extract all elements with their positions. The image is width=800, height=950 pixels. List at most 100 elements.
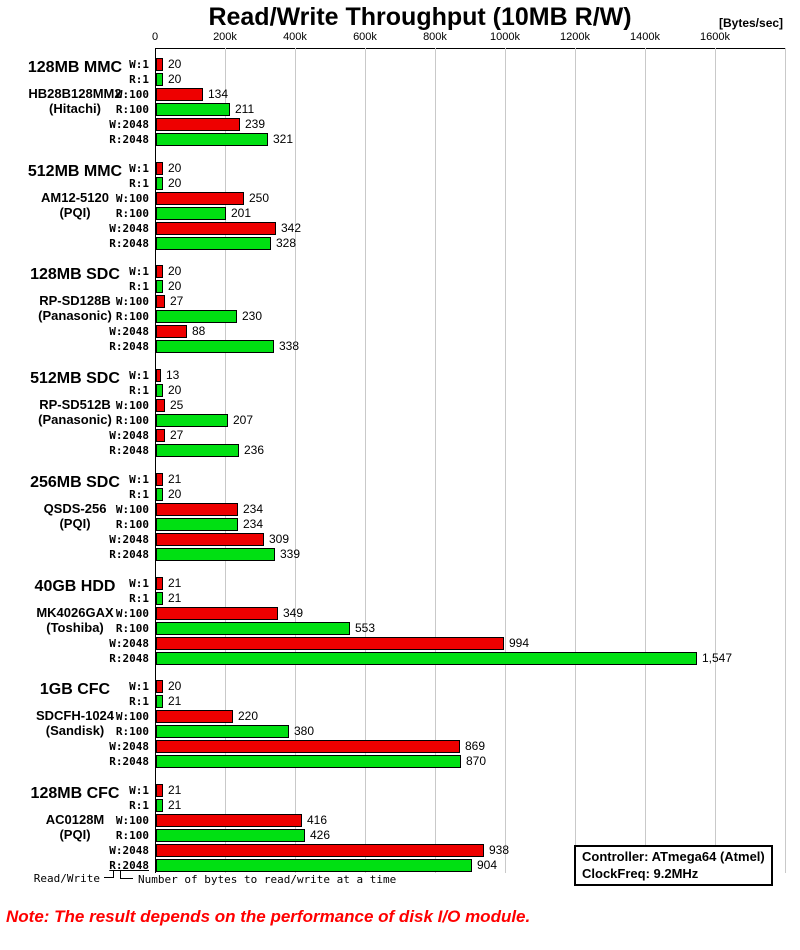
- bar-row-label: R:2048: [109, 133, 149, 146]
- bar-value-label: 870: [466, 754, 487, 769]
- bar-group: W:1 21 R:1 21 W:100 349 R:100 553 W:2048 994 R:204…: [109, 576, 786, 666]
- group-capacity-type: 128MB MMC: [27, 59, 123, 76]
- bar-row: W:100 349: [116, 605, 786, 621]
- bar-row: W:1 21: [129, 783, 786, 798]
- bar-row-label: W:100: [115, 295, 149, 309]
- read-bar: [156, 591, 163, 605]
- bar-row: R:100 230: [116, 309, 786, 324]
- gridline: [505, 48, 506, 873]
- group-label: 1GB CFC SDCFH-1024 (Sandisk): [1, 681, 149, 738]
- bar-value-label: 230: [242, 309, 263, 324]
- read-bar: [156, 73, 163, 86]
- bar-row: W:100 416: [116, 812, 786, 828]
- read-bar: [156, 236, 271, 250]
- bar-value-label: 349: [283, 605, 304, 620]
- bar-row-label: R:1: [129, 695, 149, 709]
- bar-row-label: R:100: [115, 517, 149, 531]
- write-bar: [156, 843, 484, 857]
- axis-tick-label: 0: [151, 31, 159, 43]
- read-bar: [156, 310, 237, 324]
- bar-value-label: 416: [307, 812, 328, 827]
- bar-value-label: 234: [243, 516, 264, 531]
- read-bar: [156, 414, 228, 428]
- read-bar: [156, 828, 305, 842]
- axis-tick-label: 1400k: [630, 31, 660, 43]
- bar-value-label: 20: [168, 175, 182, 190]
- bar-row: R:100 553: [116, 620, 786, 636]
- bar-group: W:1 20 R:1 21 W:100 220 R:100 380 W:2048 869 R:204…: [109, 679, 786, 769]
- bar-value-label: 20: [168, 679, 182, 694]
- bar-row: R:2048 236: [109, 443, 786, 458]
- group-label: 128MB MMC HB28B128MM2 (Hitachi): [1, 59, 149, 116]
- axis-tick-label: 1200k: [560, 31, 590, 43]
- axis-tick-label: 600k: [353, 31, 377, 43]
- group-capacity-type: 512MB SDC: [30, 370, 120, 388]
- write-bar: [156, 369, 161, 383]
- note-text: Note: The result depends on the performa…: [6, 907, 531, 926]
- gridline: [575, 48, 576, 873]
- bar-row-label: R:1: [129, 384, 149, 398]
- group-label: 40GB HDD MK4026GAX (Toshiba): [1, 578, 149, 635]
- bar-value-label: 250: [249, 190, 270, 205]
- bar-row: W:100 27: [116, 294, 786, 309]
- bar-row: R:100 426: [116, 828, 786, 843]
- bar-row: W:2048 994: [109, 636, 786, 651]
- group-maker: (PQI): [59, 204, 91, 220]
- bar-row-label: W:100: [115, 191, 149, 205]
- group-maker: (Panasonic): [38, 308, 112, 324]
- read-bar: [156, 384, 163, 398]
- group-label: 512MB SDC RP-SD512B (Panasonic): [1, 370, 149, 427]
- bar-row-label: W:2048: [109, 532, 149, 546]
- group-capacity-type: 512MB MMC: [27, 162, 123, 180]
- bar-row-label: W:1: [129, 161, 149, 175]
- group-model: RP-SD512B: [39, 397, 111, 413]
- write-bar: [156, 58, 163, 71]
- bar-row-label: R:2048: [109, 236, 149, 250]
- bar-row-label: W:2048: [109, 118, 149, 131]
- bar-row: R:100 234: [116, 516, 786, 532]
- bar-row-label: W:100: [115, 813, 149, 827]
- write-bar: [156, 576, 163, 590]
- write-bar: [156, 532, 264, 546]
- bar-row-label: W:2048: [109, 221, 149, 235]
- bar-group: W:1 21 R:1 20 W:100 234 R:100 234 W:2048 309 R:204…: [109, 472, 786, 562]
- bar-group: W:1 20 R:1 20 W:100 134 R:100 211 W:2048 239 R:204…: [109, 57, 786, 147]
- group-maker: (PQI): [59, 826, 91, 842]
- bar-row-label: R:100: [115, 828, 149, 842]
- bar-row: W:2048 88: [109, 324, 786, 339]
- write-bar: [156, 680, 163, 694]
- bar-row: R:1 20: [129, 175, 786, 191]
- bar-value-label: 21: [168, 590, 182, 605]
- bar-row-label: W:2048: [109, 636, 149, 650]
- controller-info-line: Controller: ATmega64 (Atmel): [582, 849, 765, 864]
- bar-row: R:1 20: [129, 487, 786, 502]
- group-maker: (Sandisk): [45, 723, 105, 739]
- group-maker: (Panasonic): [38, 412, 112, 428]
- bar-value-label: 338: [279, 339, 300, 354]
- read-bar: [156, 103, 230, 116]
- read-bar: [156, 206, 226, 220]
- bar-value-label: 20: [168, 72, 182, 86]
- group-maker: (Hitachi): [49, 101, 101, 116]
- read-bar: [156, 621, 350, 635]
- read-bar: [156, 133, 268, 146]
- read-bar: [156, 176, 163, 190]
- bar-row: W:2048 938: [109, 843, 786, 858]
- bar-group: W:1 20 R:1 20 W:100 250 R:100 201 W:2048 342 R:204…: [109, 161, 786, 251]
- bar-value-label: 20: [168, 264, 182, 279]
- bar-row-label: R:1: [129, 73, 149, 86]
- write-bar: [156, 740, 460, 754]
- bar-value-label: 553: [355, 620, 376, 635]
- bar-row-label: R:100: [115, 725, 149, 739]
- bar-row: W:100 25: [116, 398, 786, 413]
- write-bar: [156, 472, 163, 486]
- write-bar: [156, 502, 238, 516]
- bar-value-label: 321: [273, 132, 294, 146]
- gridline: [645, 48, 646, 873]
- bar-row: R:1 20: [129, 72, 786, 87]
- bar-row-label: R:100: [115, 621, 149, 635]
- plot-area: W:1 20 R:1 20 W:100 134 R:100 211 W:2048 239 R:204…: [109, 48, 786, 873]
- bar-row: W:1 21: [129, 472, 786, 487]
- bar-row-label: W:1: [129, 576, 149, 590]
- axis-tick-labels: 0 200k 400k 600k 800k 1000k 1200k 1400k 1600k: [152, 31, 795, 46]
